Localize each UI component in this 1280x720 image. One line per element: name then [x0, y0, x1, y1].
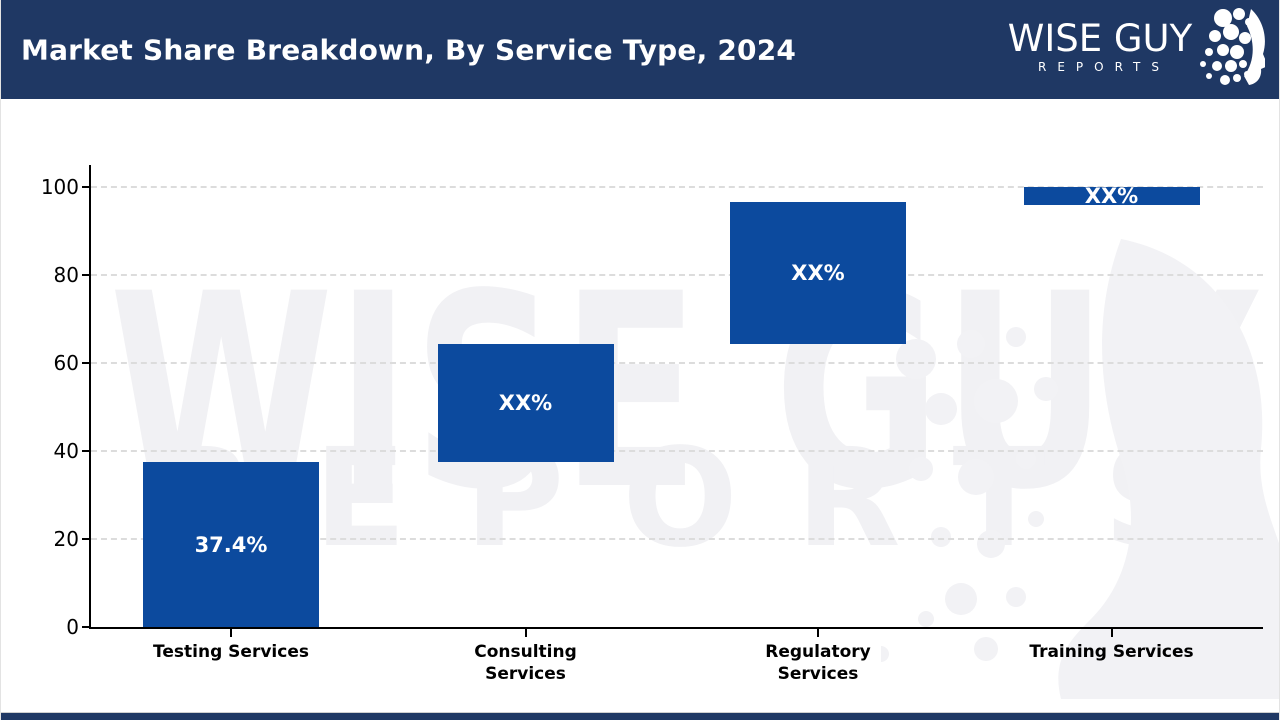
x-axis-tick-mark — [230, 629, 232, 637]
chart-area: WISE GUY REPORTS 0 20 40 60 80 100 37.4% Testin… — [1, 99, 1279, 713]
y-axis-tick-mark — [82, 362, 91, 364]
dotted-head-icon — [1200, 8, 1265, 85]
x-axis-line — [89, 627, 1263, 629]
x-axis-tick-mark — [1110, 629, 1113, 637]
bar-value-label: XX% — [1084, 184, 1139, 209]
waterfall-bar-4: XX% — [1023, 184, 1200, 209]
y-axis-tick-label: 20 — [53, 527, 79, 551]
footer-band — [1, 713, 1279, 720]
y-axis-tick-mark — [82, 626, 91, 628]
y-axis-tick-mark — [82, 186, 91, 188]
x-axis-category-label: Training Services — [1029, 642, 1194, 662]
y-axis-tick-mark — [82, 538, 91, 540]
x-axis-category-label: Testing Services — [153, 642, 309, 662]
bar-value-label: 37.4% — [194, 532, 268, 557]
waterfall-bar-3: XX% — [730, 201, 906, 344]
page-title: Market Share Breakdown, By Service Type,… — [21, 33, 797, 66]
y-axis-tick-mark — [82, 450, 91, 452]
footer-divider — [1, 712, 1279, 713]
x-axis-category-label: Consulting Services — [474, 642, 577, 685]
waterfall-bar-1: 37.4% — [143, 462, 319, 627]
header-band: Market Share Breakdown, By Service Type,… — [1, 0, 1279, 99]
x-axis-tick-mark — [524, 629, 527, 637]
y-gridline — [91, 186, 1263, 188]
logo-subtitle: REPORTS — [1037, 60, 1170, 74]
y-axis-tick-label: 60 — [53, 351, 79, 375]
x-axis-category-label: Regulatory Services — [765, 642, 871, 685]
x-axis-tick-mark — [817, 629, 819, 637]
y-gridline — [91, 274, 1263, 276]
y-axis-tick-label: 40 — [53, 439, 79, 463]
y-gridline — [91, 538, 1263, 540]
bar-value-label: XX% — [498, 391, 553, 416]
bar-value-label: XX% — [791, 260, 845, 285]
logo-wordmark: WISE GUY — [1007, 17, 1193, 60]
y-axis-tick-label: 0 — [66, 615, 79, 639]
y-axis-tick-mark — [82, 274, 91, 276]
wise-guy-reports-logo: WISE GUY REPORTS — [1005, 6, 1265, 94]
y-axis-tick-label: 80 — [53, 263, 79, 287]
y-gridline — [91, 362, 1263, 364]
waterfall-bar-2: XX% — [437, 343, 614, 463]
y-gridline — [91, 450, 1263, 452]
watermark-head-icon — [881, 239, 1279, 699]
y-axis-line — [89, 165, 91, 629]
y-axis-tick-label: 100 — [40, 175, 79, 199]
logo-text: WISE GUY REPORTS — [1005, 20, 1195, 74]
